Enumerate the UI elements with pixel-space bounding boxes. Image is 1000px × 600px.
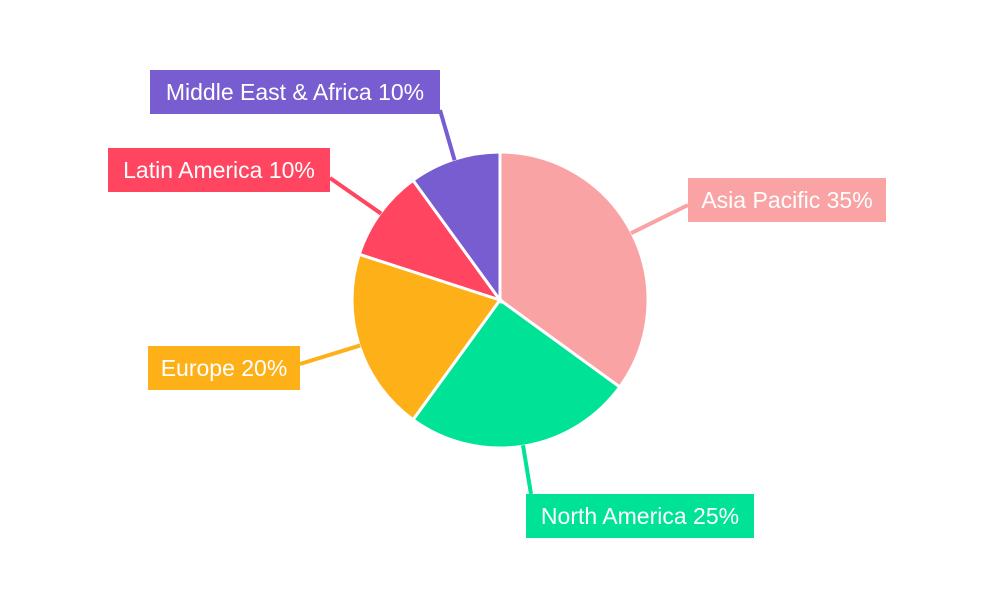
data-label-box-middle-east-africa bbox=[150, 70, 440, 114]
data-label-asia-pacific: Asia Pacific 35% bbox=[701, 187, 872, 213]
data-label-north-america: North America 25% bbox=[541, 503, 739, 529]
leader-line-latin-america bbox=[328, 176, 383, 216]
slices bbox=[350, 150, 650, 450]
leader-line-europe bbox=[299, 343, 361, 366]
leader-line-middle-east-africa bbox=[438, 109, 457, 161]
data-label-box-asia-pacific bbox=[688, 178, 886, 222]
data-label-europe: Europe 20% bbox=[161, 355, 288, 381]
data-label-latin-america: Latin America 10% bbox=[123, 157, 315, 183]
leader-line-asia-pacific bbox=[630, 203, 689, 236]
data-label-box-north-america bbox=[526, 494, 754, 538]
leader-line-north-america bbox=[521, 444, 533, 495]
data-label-box-latin-america bbox=[108, 148, 330, 192]
data-label-middle-east-africa: Middle East & Africa 10% bbox=[166, 79, 424, 105]
data-label-box-europe bbox=[148, 346, 300, 390]
labels: Asia Pacific 35% North America 25% Europe … bbox=[108, 70, 886, 538]
